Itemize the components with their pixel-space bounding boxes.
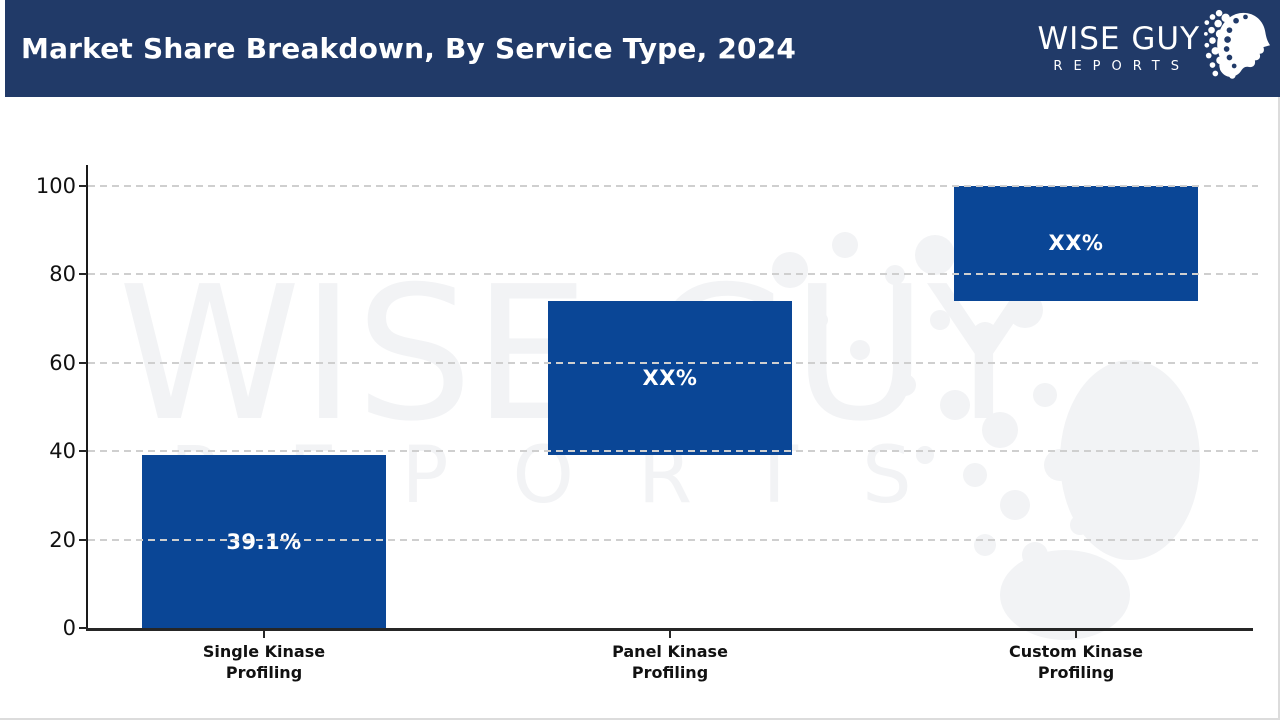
logo-face-icon bbox=[1204, 9, 1270, 79]
x-axis-tick-mark bbox=[669, 630, 671, 638]
x-axis-category-line: Panel Kinase bbox=[612, 642, 728, 661]
wise-guy-logo: WISE GUY REPORTS bbox=[1037, 8, 1270, 90]
x-axis-category-label: Panel Kinase Profiling bbox=[520, 641, 820, 683]
y-axis-tick-label: 80 bbox=[49, 262, 76, 287]
bar-segment: XX% bbox=[548, 300, 792, 456]
y-axis-tick-mark bbox=[79, 627, 87, 629]
x-axis-category-line: Profiling bbox=[631, 663, 709, 682]
bar-value-label: XX% bbox=[1048, 231, 1104, 256]
y-axis-tick-label: 0 bbox=[62, 616, 76, 640]
y-axis-tick-label: 60 bbox=[49, 350, 76, 375]
x-axis-category-line: Single Kinase bbox=[202, 642, 326, 661]
y-axis-spine bbox=[86, 165, 88, 630]
gridline bbox=[88, 185, 1258, 187]
x-axis-category-label: Single Kinase Profiling bbox=[114, 641, 414, 683]
gridline bbox=[88, 273, 1258, 276]
y-axis-tick-mark bbox=[79, 273, 87, 276]
bar-segment: XX% bbox=[954, 186, 1198, 301]
x-axis-category-line: Profiling bbox=[225, 663, 303, 682]
page-title: Market Share Breakdown, By Service Type,… bbox=[21, 32, 797, 65]
logo-subtitle: REPORTS bbox=[1053, 58, 1191, 74]
bar-value-label: 39.1% bbox=[226, 529, 302, 554]
y-axis-tick-label: 40 bbox=[49, 439, 76, 464]
x-axis-category-line: Profiling bbox=[1037, 663, 1115, 682]
logo-text: WISE GUY REPORTS bbox=[1037, 20, 1200, 74]
logo-wordmark: WISE GUY bbox=[1037, 20, 1200, 57]
y-axis-tick-mark bbox=[79, 450, 87, 453]
gridline bbox=[88, 538, 1258, 541]
watermark-face-dots-icon bbox=[772, 229, 1200, 640]
x-axis-category-label: Custom Kinase Profiling bbox=[926, 641, 1226, 683]
x-axis-spine bbox=[86, 628, 1253, 631]
gridline bbox=[88, 361, 1258, 364]
bar-segment: 39.1% bbox=[142, 455, 386, 628]
x-axis-tick-mark bbox=[263, 630, 265, 638]
y-axis-tick-mark bbox=[79, 538, 87, 541]
gridline bbox=[88, 450, 1258, 453]
y-axis-tick-mark bbox=[79, 185, 87, 187]
x-axis-category-line: Custom Kinase bbox=[1009, 642, 1143, 661]
bar-value-label: XX% bbox=[642, 366, 698, 391]
header-bar: Market Share Breakdown, By Service Type,… bbox=[5, 0, 1280, 97]
y-axis-tick-label: 20 bbox=[49, 527, 76, 552]
page-right-border bbox=[1278, 97, 1280, 720]
y-axis-tick-mark bbox=[79, 361, 87, 364]
page-bottom-border bbox=[0, 718, 1280, 720]
y-axis-tick-label: 100 bbox=[35, 174, 76, 198]
x-axis-tick-mark bbox=[1075, 630, 1077, 638]
